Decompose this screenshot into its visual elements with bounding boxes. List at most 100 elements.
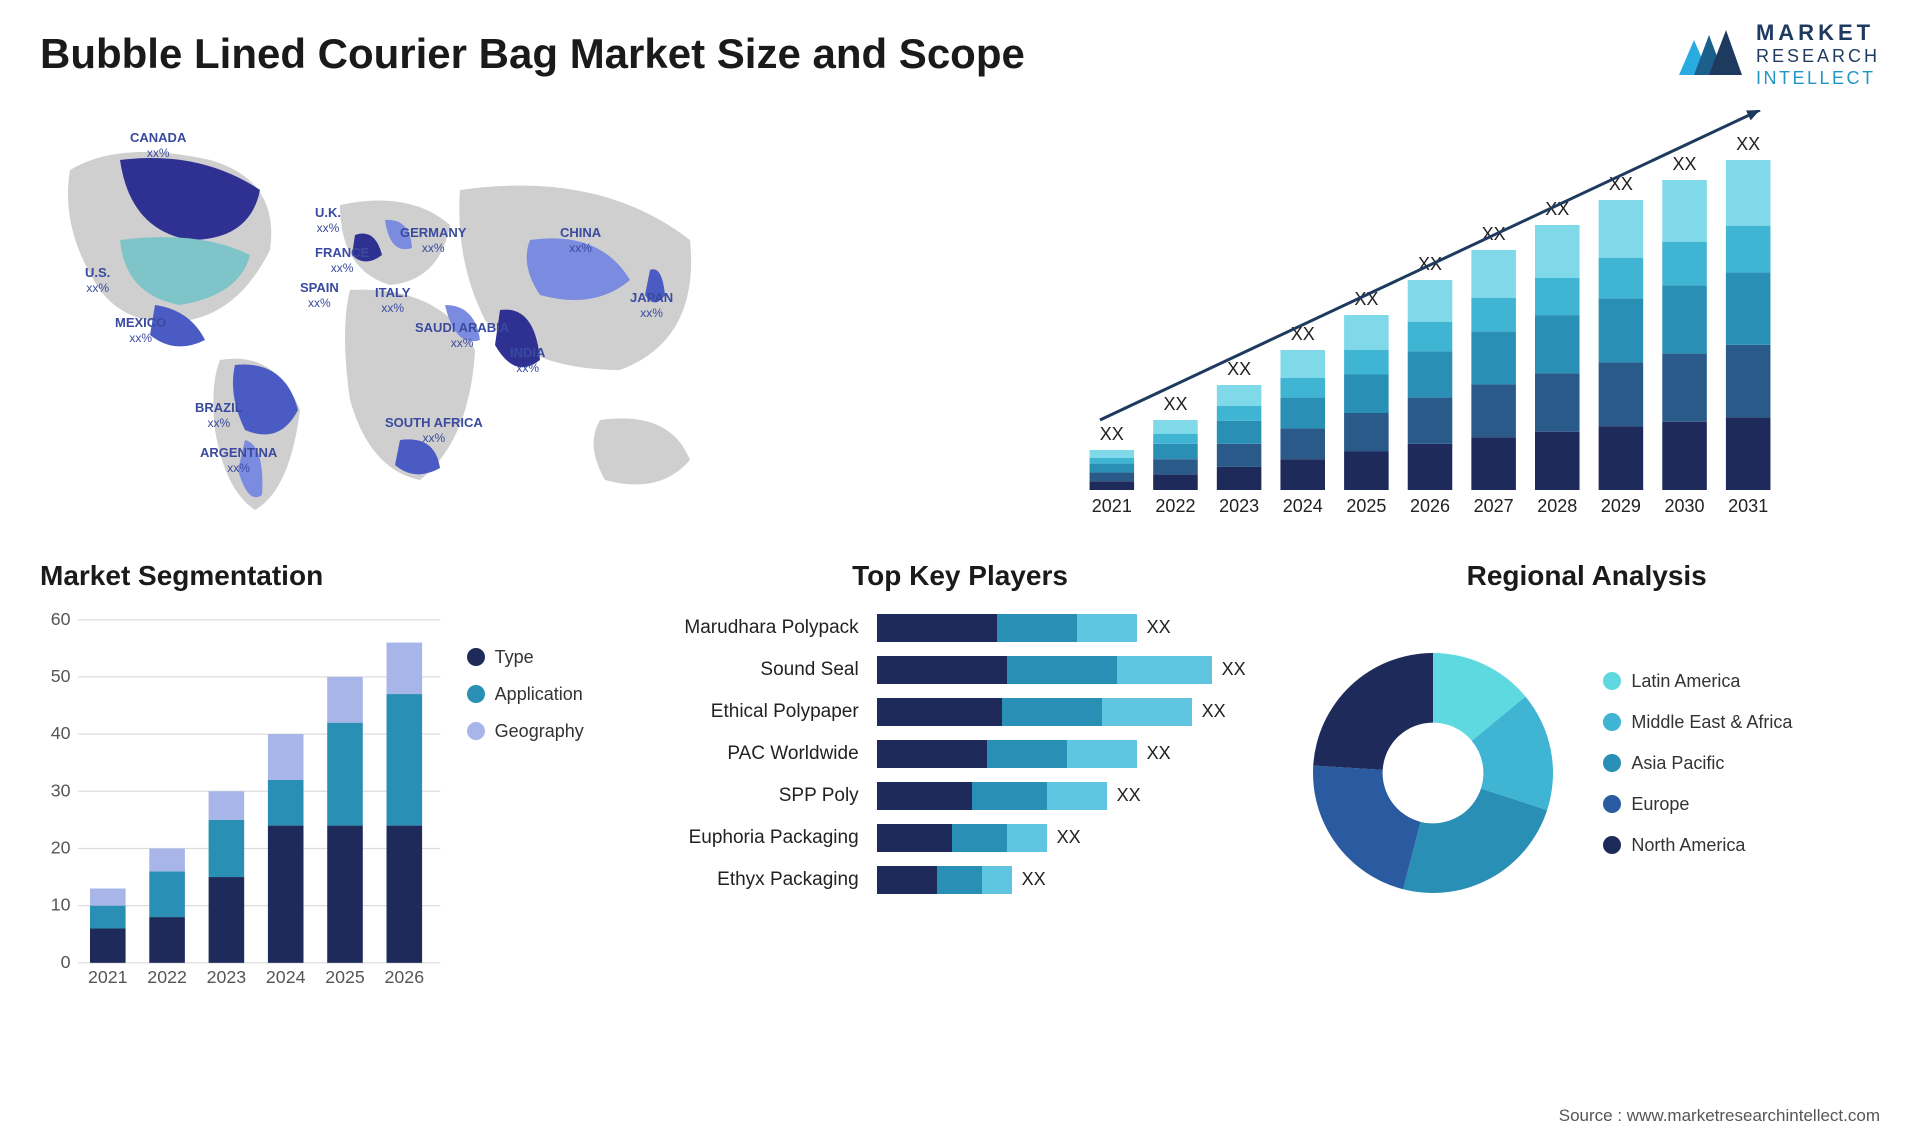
- svg-text:2023: 2023: [1219, 496, 1259, 516]
- svg-text:2028: 2028: [1537, 496, 1577, 516]
- svg-text:2024: 2024: [266, 967, 306, 987]
- player-bar-row: XX: [877, 733, 1254, 775]
- svg-text:2031: 2031: [1728, 496, 1768, 516]
- svg-text:2029: 2029: [1601, 496, 1641, 516]
- map-label: MEXICOxx%: [115, 315, 166, 346]
- svg-text:2027: 2027: [1474, 496, 1514, 516]
- map-label: CHINAxx%: [560, 225, 601, 256]
- svg-text:2022: 2022: [147, 967, 187, 987]
- map-label: FRANCExx%: [315, 245, 369, 276]
- svg-text:XX: XX: [1100, 424, 1124, 444]
- svg-text:60: 60: [51, 608, 71, 628]
- player-label: SPP Poly: [667, 775, 867, 817]
- svg-text:2025: 2025: [1346, 496, 1386, 516]
- legend-item: Geography: [467, 721, 627, 742]
- svg-text:XX: XX: [1609, 174, 1633, 194]
- player-label: Sound Seal: [667, 649, 867, 691]
- player-value: XX: [1147, 743, 1171, 764]
- legend-item: Latin America: [1603, 671, 1880, 692]
- player-bar-row: XX: [877, 607, 1254, 649]
- players-title: Top Key Players: [667, 560, 1254, 592]
- legend-item: Europe: [1603, 794, 1880, 815]
- segmentation-chart: 0 10 20 30 40 50 60 2021 2022 2023 2024 2025 2026: [40, 607, 447, 1001]
- map-label: INDIAxx%: [510, 345, 545, 376]
- player-bar-row: XX: [877, 775, 1254, 817]
- legend-item: North America: [1603, 835, 1880, 856]
- svg-text:20: 20: [51, 837, 71, 857]
- legend-item: Asia Pacific: [1603, 753, 1880, 774]
- svg-text:XX: XX: [1163, 394, 1187, 414]
- svg-text:30: 30: [51, 780, 71, 800]
- svg-text:XX: XX: [1291, 324, 1315, 344]
- player-value: XX: [1057, 827, 1081, 848]
- svg-text:2021: 2021: [88, 967, 128, 987]
- segmentation-panel: Market Segmentation 01020304050602021202…: [40, 560, 627, 940]
- logo-text-1: MARKET: [1756, 20, 1880, 46]
- segmentation-title: Market Segmentation: [40, 560, 627, 592]
- svg-text:2023: 2023: [207, 967, 247, 987]
- world-map-panel: CANADAxx% U.S.xx%MEXICOxx% BRAZILxx% ARGENT…: [40, 110, 940, 530]
- svg-text:10: 10: [51, 894, 71, 914]
- player-label: Euphoria Packaging: [667, 817, 867, 859]
- svg-text:2026: 2026: [1410, 496, 1450, 516]
- growth-chart-panel: XX 2021 XX 2022 XX 2023 XX 2024 XX 2025 XX 2026 XX 20…: [980, 110, 1880, 530]
- logo-text-2: RESEARCH: [1756, 46, 1880, 68]
- svg-text:40: 40: [51, 723, 71, 743]
- map-label: SPAINxx%: [300, 280, 339, 311]
- map-label: SOUTH AFRICAxx%: [385, 415, 483, 446]
- map-label: U.K.xx%: [315, 205, 341, 236]
- map-label: U.S.xx%: [85, 265, 110, 296]
- players-labels: Marudhara PolypackSound SealEthical Poly…: [667, 607, 867, 940]
- player-bar-row: XX: [877, 649, 1254, 691]
- header: Bubble Lined Courier Bag Market Size and…: [40, 30, 1880, 90]
- map-label: BRAZILxx%: [195, 400, 243, 431]
- map-label: GERMANYxx%: [400, 225, 466, 256]
- player-value: XX: [1117, 785, 1141, 806]
- players-panel: Top Key Players Marudhara PolypackSound …: [667, 560, 1254, 940]
- svg-text:2021: 2021: [1092, 496, 1132, 516]
- regional-legend: Latin America Middle East & Africa Asia Pa…: [1603, 671, 1880, 876]
- legend-item: Middle East & Africa: [1603, 712, 1880, 733]
- map-label: ITALYxx%: [375, 285, 410, 316]
- svg-text:XX: XX: [1673, 154, 1697, 174]
- regional-title: Regional Analysis: [1293, 560, 1880, 592]
- source-text: Source : www.marketresearchintellect.com: [1559, 1106, 1880, 1126]
- donut-chart: [1293, 633, 1573, 913]
- player-bar-row: XX: [877, 817, 1254, 859]
- player-bar-row: XX: [877, 859, 1254, 901]
- map-label: CANADAxx%: [130, 130, 186, 161]
- growth-bar-chart: XX 2021 XX 2022 XX 2023 XX 2024 XX 2025 XX 2026 XX 20…: [980, 110, 1880, 530]
- bottom-row: Market Segmentation 01020304050602021202…: [40, 560, 1880, 940]
- legend-item: Application: [467, 684, 627, 705]
- player-label: Ethyx Packaging: [667, 859, 867, 901]
- segmentation-legend: Type Application Geography: [467, 607, 627, 1001]
- top-row: CANADAxx% U.S.xx%MEXICOxx% BRAZILxx% ARGENT…: [40, 110, 1880, 530]
- player-value: XX: [1147, 617, 1171, 638]
- regional-panel: Regional Analysis Latin America Middle Ea…: [1293, 560, 1880, 940]
- player-label: Ethical Polypaper: [667, 691, 867, 733]
- svg-text:2030: 2030: [1665, 496, 1705, 516]
- legend-item: Type: [467, 647, 627, 668]
- logo-icon: [1674, 25, 1744, 85]
- svg-text:2022: 2022: [1155, 496, 1195, 516]
- players-bars: XX XX XX XX XX XX XX: [877, 607, 1254, 940]
- player-label: Marudhara Polypack: [667, 607, 867, 649]
- svg-text:50: 50: [51, 666, 71, 686]
- svg-text:0: 0: [61, 951, 71, 971]
- map-label: SAUDI ARABIAxx%: [415, 320, 509, 351]
- svg-text:XX: XX: [1227, 359, 1251, 379]
- logo-text-3: INTELLECT: [1756, 68, 1880, 90]
- svg-text:2025: 2025: [325, 967, 365, 987]
- svg-text:2026: 2026: [385, 967, 425, 987]
- player-value: XX: [1222, 659, 1246, 680]
- map-label: ARGENTINAxx%: [200, 445, 277, 476]
- player-value: XX: [1022, 869, 1046, 890]
- svg-text:2024: 2024: [1283, 496, 1323, 516]
- page-title: Bubble Lined Courier Bag Market Size and…: [40, 30, 1025, 78]
- player-value: XX: [1202, 701, 1226, 722]
- svg-text:XX: XX: [1736, 134, 1760, 154]
- player-label: PAC Worldwide: [667, 733, 867, 775]
- map-label: JAPANxx%: [630, 290, 673, 321]
- logo: MARKET RESEARCH INTELLECT: [1674, 20, 1880, 90]
- player-bar-row: XX: [877, 691, 1254, 733]
